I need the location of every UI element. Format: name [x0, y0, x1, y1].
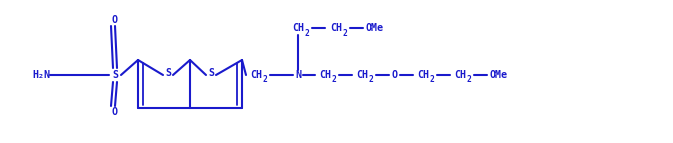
Text: O: O: [392, 70, 398, 80]
Text: OMe: OMe: [365, 23, 383, 33]
Text: 2: 2: [262, 76, 267, 85]
Text: CH: CH: [356, 70, 368, 80]
Text: CH: CH: [454, 70, 466, 80]
Text: N: N: [295, 70, 301, 80]
Text: 2: 2: [369, 76, 374, 85]
Text: CH: CH: [250, 70, 262, 80]
Text: 2: 2: [429, 76, 434, 85]
Text: O: O: [112, 107, 118, 117]
Text: CH: CH: [330, 23, 342, 33]
Text: CH: CH: [417, 70, 429, 80]
Text: 2: 2: [332, 76, 336, 85]
Text: 2: 2: [466, 76, 471, 85]
Text: H₂N: H₂N: [32, 70, 50, 80]
Text: CH: CH: [319, 70, 331, 80]
Text: CH: CH: [292, 23, 304, 33]
Text: S: S: [112, 70, 118, 80]
Text: S: S: [208, 68, 214, 78]
Text: 2: 2: [343, 28, 347, 37]
Text: OMe: OMe: [490, 70, 508, 80]
Text: O: O: [112, 15, 118, 25]
Text: S: S: [165, 68, 171, 78]
Text: 2: 2: [305, 28, 310, 37]
